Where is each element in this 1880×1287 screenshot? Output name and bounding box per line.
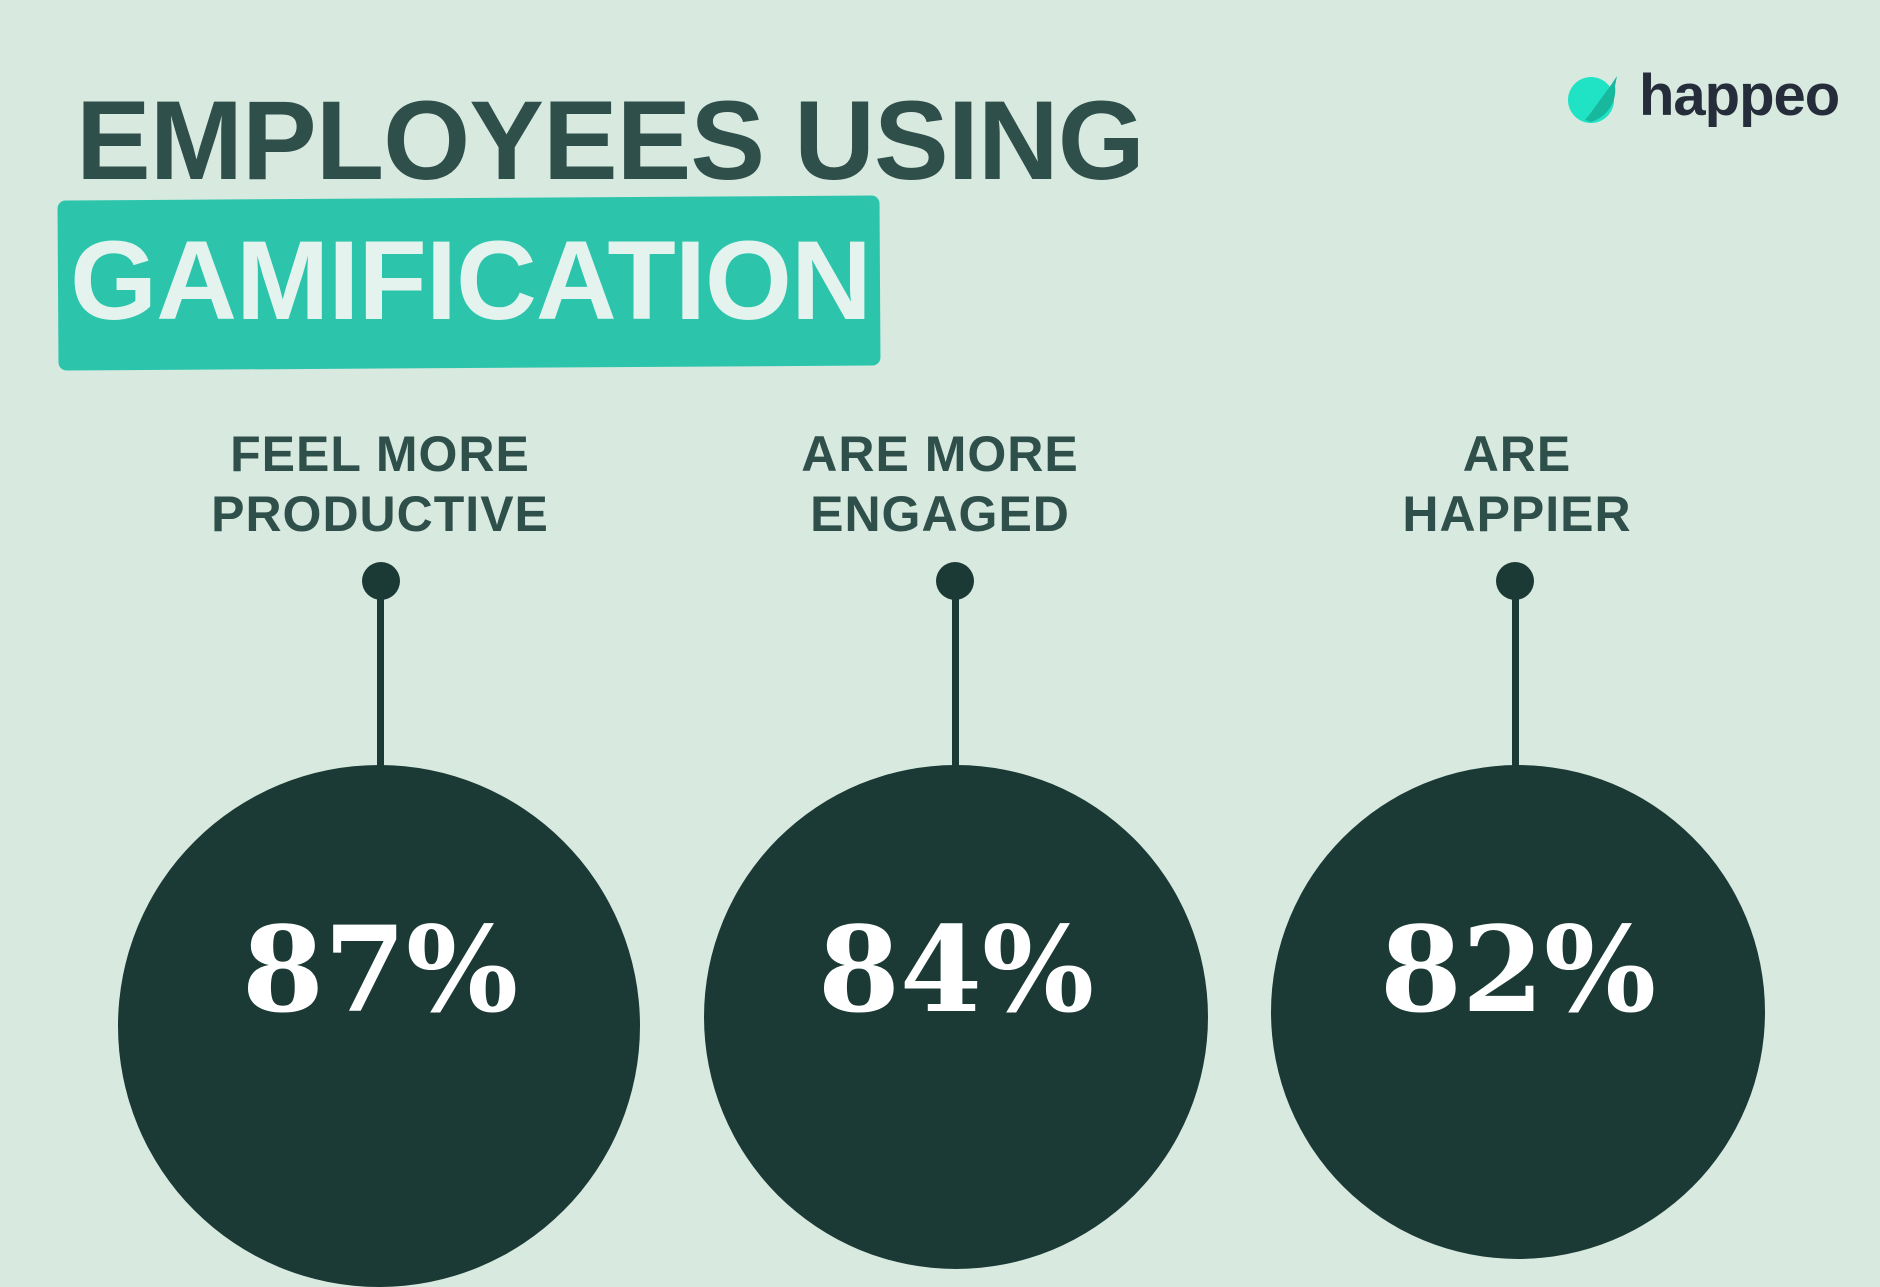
stat-value: 84% [817, 900, 1095, 1039]
highlight-text: GAMIFICATION [70, 218, 872, 343]
label-line: ENGAGED [810, 486, 1070, 542]
stat-label: FEEL MORE PRODUCTIVE [170, 424, 590, 544]
stat-label: ARE HAPPIER [1307, 424, 1727, 544]
stat-value: 87% [241, 900, 519, 1039]
label-line: PRODUCTIVE [211, 486, 549, 542]
stat-value: 82% [1379, 900, 1657, 1039]
page-title: EMPLOYEES USING [76, 78, 1145, 203]
label-line: ARE [1462, 426, 1572, 482]
pin-stem [377, 580, 384, 770]
stat-label: ARE MORE ENGAGED [730, 424, 1150, 544]
label-line: FEEL MORE [230, 426, 530, 482]
happeo-logo: happeo [1565, 62, 1840, 129]
pin-stem [1512, 580, 1519, 770]
label-line: ARE MORE [801, 426, 1079, 482]
pin-stem [952, 580, 959, 770]
label-line: HAPPIER [1402, 486, 1632, 542]
logo-text: happeo [1639, 63, 1840, 128]
leaf-logo-icon [1568, 75, 1617, 123]
